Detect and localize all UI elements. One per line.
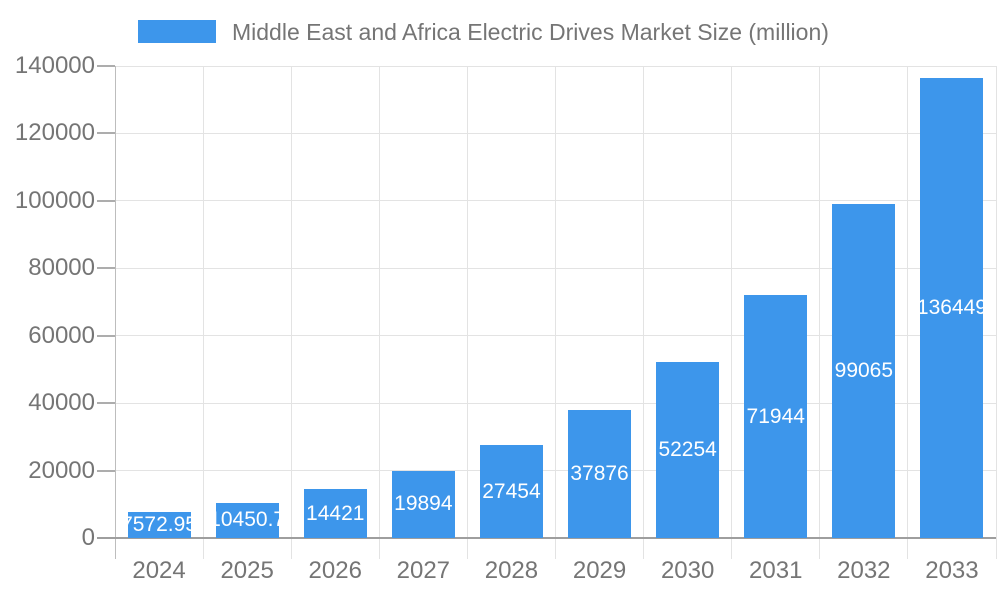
y-tick-label: 60000 (28, 321, 95, 349)
bar[interactable] (127, 512, 191, 538)
x-gridline (378, 66, 380, 559)
y-tick-mark (97, 402, 115, 405)
bar-value-label: 99065 (834, 359, 894, 382)
bar[interactable] (215, 502, 279, 538)
y-tick-label: 40000 (28, 389, 95, 417)
x-gridline (555, 66, 556, 559)
y-tick-label: 0 (81, 524, 95, 551)
x-gridline (466, 66, 468, 559)
legend-label: Middle East and Africa Electric Drives M… (232, 19, 829, 45)
y-tick-mark (97, 132, 115, 135)
x-gridline (290, 66, 292, 559)
x-tick-label: 2030 (660, 557, 715, 584)
x-tick-label: 2027 (396, 557, 451, 584)
bar-value-label: 14421 (306, 501, 365, 525)
bar[interactable] (479, 445, 543, 538)
x-tick-label: 2033 (925, 557, 979, 584)
x-gridline (202, 66, 204, 559)
x-gridline (995, 66, 997, 559)
bar-value-label: 136449 (916, 295, 987, 319)
bar-value-label: 27454 (482, 479, 541, 503)
bar[interactable] (656, 361, 720, 538)
y-tick-mark (97, 267, 115, 270)
x-gridline (819, 66, 821, 559)
bar-value-label: 37876 (570, 462, 629, 486)
bar-value-label: 7572.95 (121, 513, 197, 537)
x-tick-label: 2024 (132, 557, 186, 584)
bar[interactable] (832, 204, 896, 538)
x-gridline (114, 66, 116, 559)
y-tick-label: 120000 (14, 119, 95, 147)
x-gridline (907, 66, 909, 559)
y-tick-label: 80000 (28, 254, 95, 282)
bar-value-label: 52254 (658, 437, 717, 461)
bar-value-label: 19894 (394, 492, 453, 516)
x-tick-label: 2025 (220, 557, 274, 584)
x-gridline (731, 66, 733, 559)
x-tick-label: 2026 (308, 557, 362, 584)
y-tick-mark (97, 199, 115, 202)
bar-value-label: 10450.7 (209, 508, 286, 532)
x-tick-label: 2032 (837, 557, 891, 584)
bar-value-label: 71944 (746, 404, 805, 428)
bar[interactable] (568, 410, 632, 538)
y-tick-label: 20000 (28, 456, 95, 484)
bar[interactable] (391, 470, 455, 538)
x-tick-label: 2031 (749, 557, 803, 584)
legend-swatch[interactable] (138, 20, 216, 43)
y-tick-label: 100000 (14, 186, 95, 214)
y-tick-label: 140000 (14, 52, 95, 79)
y-axis-baseline (97, 537, 996, 539)
y-tick-mark (97, 469, 115, 472)
x-tick-label: 2029 (572, 557, 627, 584)
x-tick-label: 2028 (484, 557, 539, 584)
bar[interactable] (920, 77, 984, 538)
bar[interactable] (303, 489, 367, 538)
x-gridline (643, 66, 645, 559)
y-tick-mark (97, 334, 115, 337)
y-tick-mark (97, 65, 115, 67)
bar[interactable] (744, 295, 808, 538)
